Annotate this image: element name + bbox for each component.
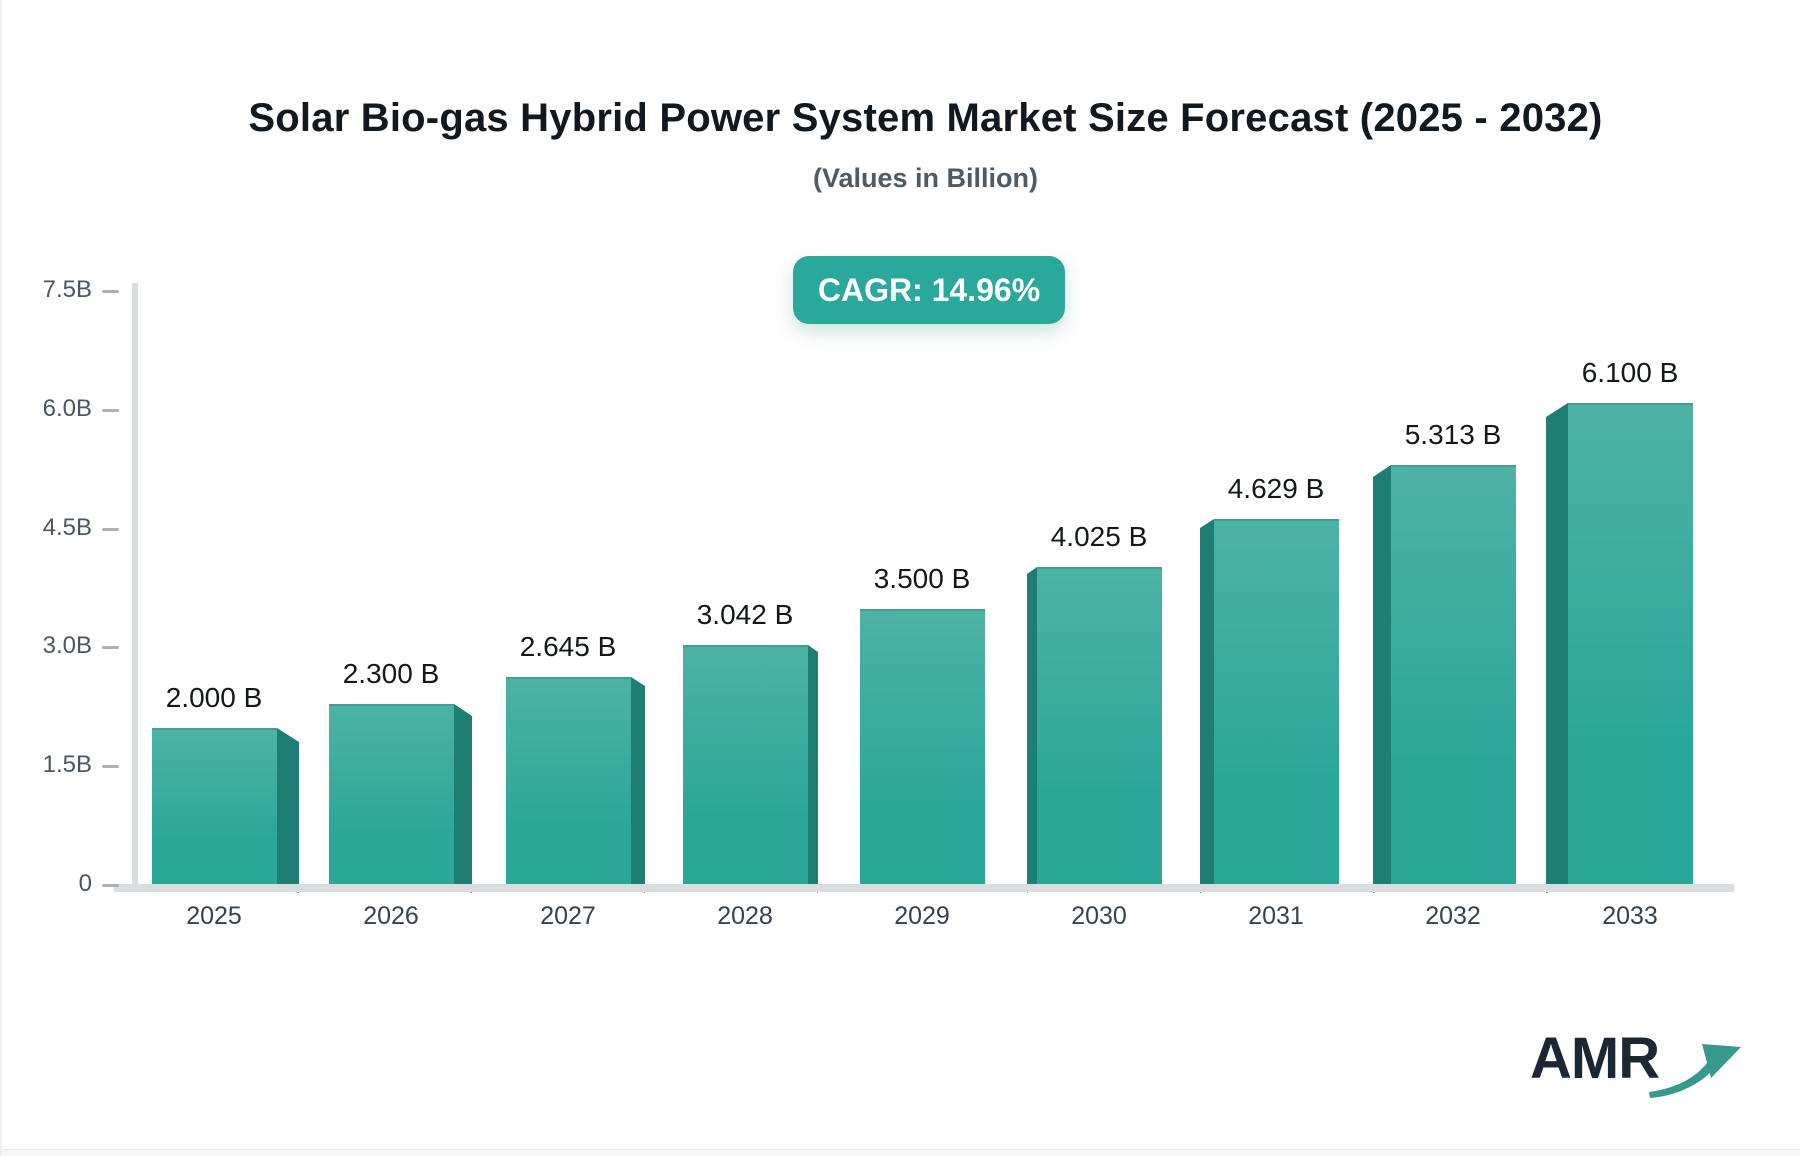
bar-value-label: 4.629 B	[1227, 473, 1325, 504]
bar-2027	[506, 677, 631, 886]
amr-logo: AMR	[1530, 1030, 1747, 1104]
bar-side-face-2026	[454, 704, 472, 893]
bar-value-label: 6.100 B	[1581, 357, 1679, 388]
y-tick-mark	[102, 528, 119, 531]
x-axis-year-label: 2033	[1602, 902, 1658, 930]
bar-value-label: 2.000 B	[165, 682, 263, 713]
y-axis-line	[132, 283, 138, 892]
x-axis-year-label: 2026	[363, 902, 419, 930]
y-tick-label: 7.5B	[42, 276, 92, 303]
bar-side-face-2031	[1200, 519, 1214, 893]
bar-2030	[1037, 567, 1162, 886]
bar-2028	[683, 645, 808, 886]
y-tick-mark	[102, 409, 119, 412]
growth-arrow-icon	[1649, 1044, 1742, 1098]
amr-logo-text: AMR	[1530, 1026, 1660, 1091]
x-axis-year-label: 2031	[1248, 902, 1304, 930]
y-tick-label: 4.5B	[42, 514, 92, 541]
y-tick-label: 6.0B	[42, 395, 92, 422]
chart-title: Solar Bio-gas Hybrid Power System Market…	[248, 96, 1603, 140]
y-tick-mark	[102, 765, 119, 768]
y-tick-label: 1.5B	[42, 751, 92, 778]
bar-2033	[1568, 403, 1693, 886]
bar-side-face-2025	[277, 728, 299, 893]
chart-subtitle: (Values in Billion)	[812, 163, 1039, 193]
bar-value-label: 2.645 B	[519, 631, 617, 662]
bar-side-face-2030	[1027, 567, 1037, 893]
bar-value-label: 2.300 B	[342, 658, 440, 689]
x-axis-year-label: 2025	[186, 902, 242, 930]
cagr-badge: CAGR: 14.96%	[793, 256, 1065, 324]
x-axis-year-label: 2030	[1071, 902, 1127, 930]
bar-2029	[860, 609, 985, 886]
bar-side-face-2028	[808, 645, 818, 893]
bar-value-label: 5.313 B	[1404, 419, 1502, 450]
y-tick-label: 0	[78, 870, 92, 897]
page-edge-strip	[2, 1149, 1800, 1156]
bar-2031	[1214, 519, 1339, 886]
bar-2032	[1391, 465, 1516, 886]
y-tick-mark	[102, 884, 119, 887]
y-tick-mark	[102, 646, 119, 649]
x-axis-year-label: 2028	[717, 902, 773, 930]
x-axis-year-label: 2029	[894, 902, 950, 930]
bar-2025	[152, 728, 277, 886]
bar-value-label: 3.500 B	[873, 563, 971, 594]
y-tick-mark	[102, 290, 119, 293]
bar-side-face-2033	[1546, 403, 1568, 893]
bar-side-face-2027	[631, 677, 645, 893]
bar-value-label: 4.025 B	[1050, 521, 1148, 552]
y-tick-label: 3.0B	[42, 632, 92, 659]
bar-2026	[329, 704, 454, 886]
x-axis-year-label: 2027	[540, 902, 596, 930]
x-axis-year-label: 2032	[1425, 902, 1481, 930]
x-axis-baseline	[114, 884, 1734, 892]
bar-value-label: 3.042 B	[696, 599, 794, 630]
bar-side-face-2032	[1373, 465, 1391, 893]
